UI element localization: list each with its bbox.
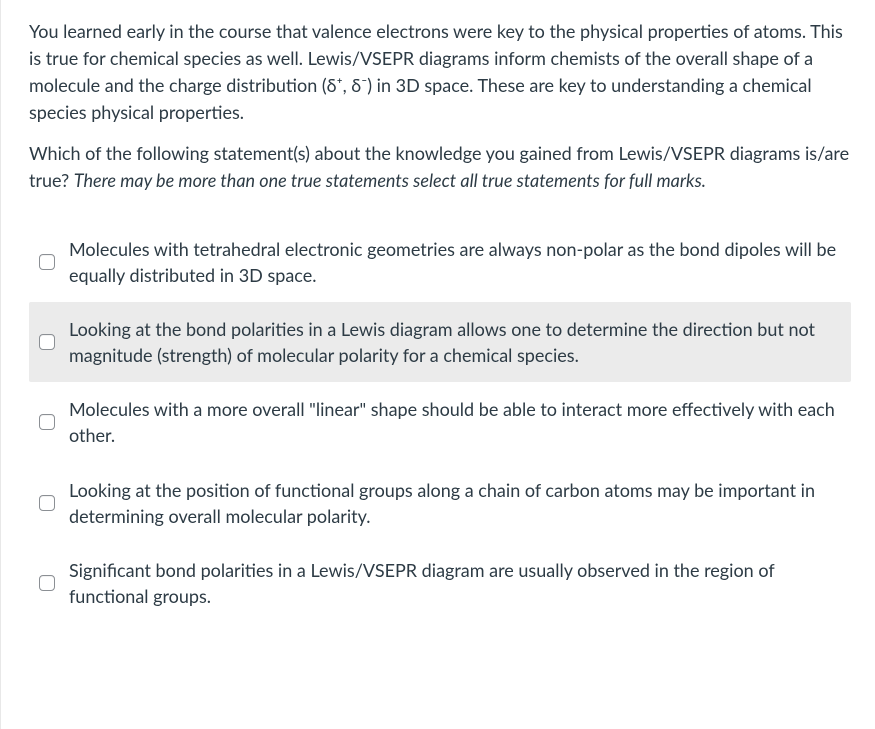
option-label[interactable]: Molecules with a more overall "linear" s… — [69, 396, 841, 448]
checkbox[interactable] — [39, 495, 55, 511]
checkbox[interactable] — [39, 254, 55, 270]
question-prompt: You learned early in the course that val… — [29, 18, 851, 194]
answer-option[interactable]: Looking at the position of functional gr… — [29, 463, 851, 543]
checkbox[interactable] — [39, 414, 55, 430]
prompt-question: Which of the following statement(s) abou… — [29, 140, 851, 194]
answer-option[interactable]: Significant bond polarities in a Lewis/V… — [29, 543, 851, 623]
option-label[interactable]: Looking at the bond polarities in a Lewi… — [69, 316, 841, 368]
checkbox[interactable] — [39, 575, 55, 591]
answer-option[interactable]: Looking at the bond polarities in a Lewi… — [29, 302, 851, 382]
prompt-emphasis: There may be more than one true statemen… — [74, 169, 706, 191]
option-label[interactable]: Looking at the position of functional gr… — [69, 477, 841, 529]
checkbox[interactable] — [39, 334, 55, 350]
answer-option[interactable]: Molecules with tetrahedral electronic ge… — [29, 222, 851, 302]
intro-paragraph: You learned early in the course that val… — [29, 18, 851, 126]
answer-option[interactable]: Molecules with a more overall "linear" s… — [29, 382, 851, 462]
answer-options: Molecules with tetrahedral electronic ge… — [29, 222, 851, 623]
option-label[interactable]: Significant bond polarities in a Lewis/V… — [69, 557, 841, 609]
option-label[interactable]: Molecules with tetrahedral electronic ge… — [69, 236, 841, 288]
question-container: You learned early in the course that val… — [0, 0, 875, 729]
